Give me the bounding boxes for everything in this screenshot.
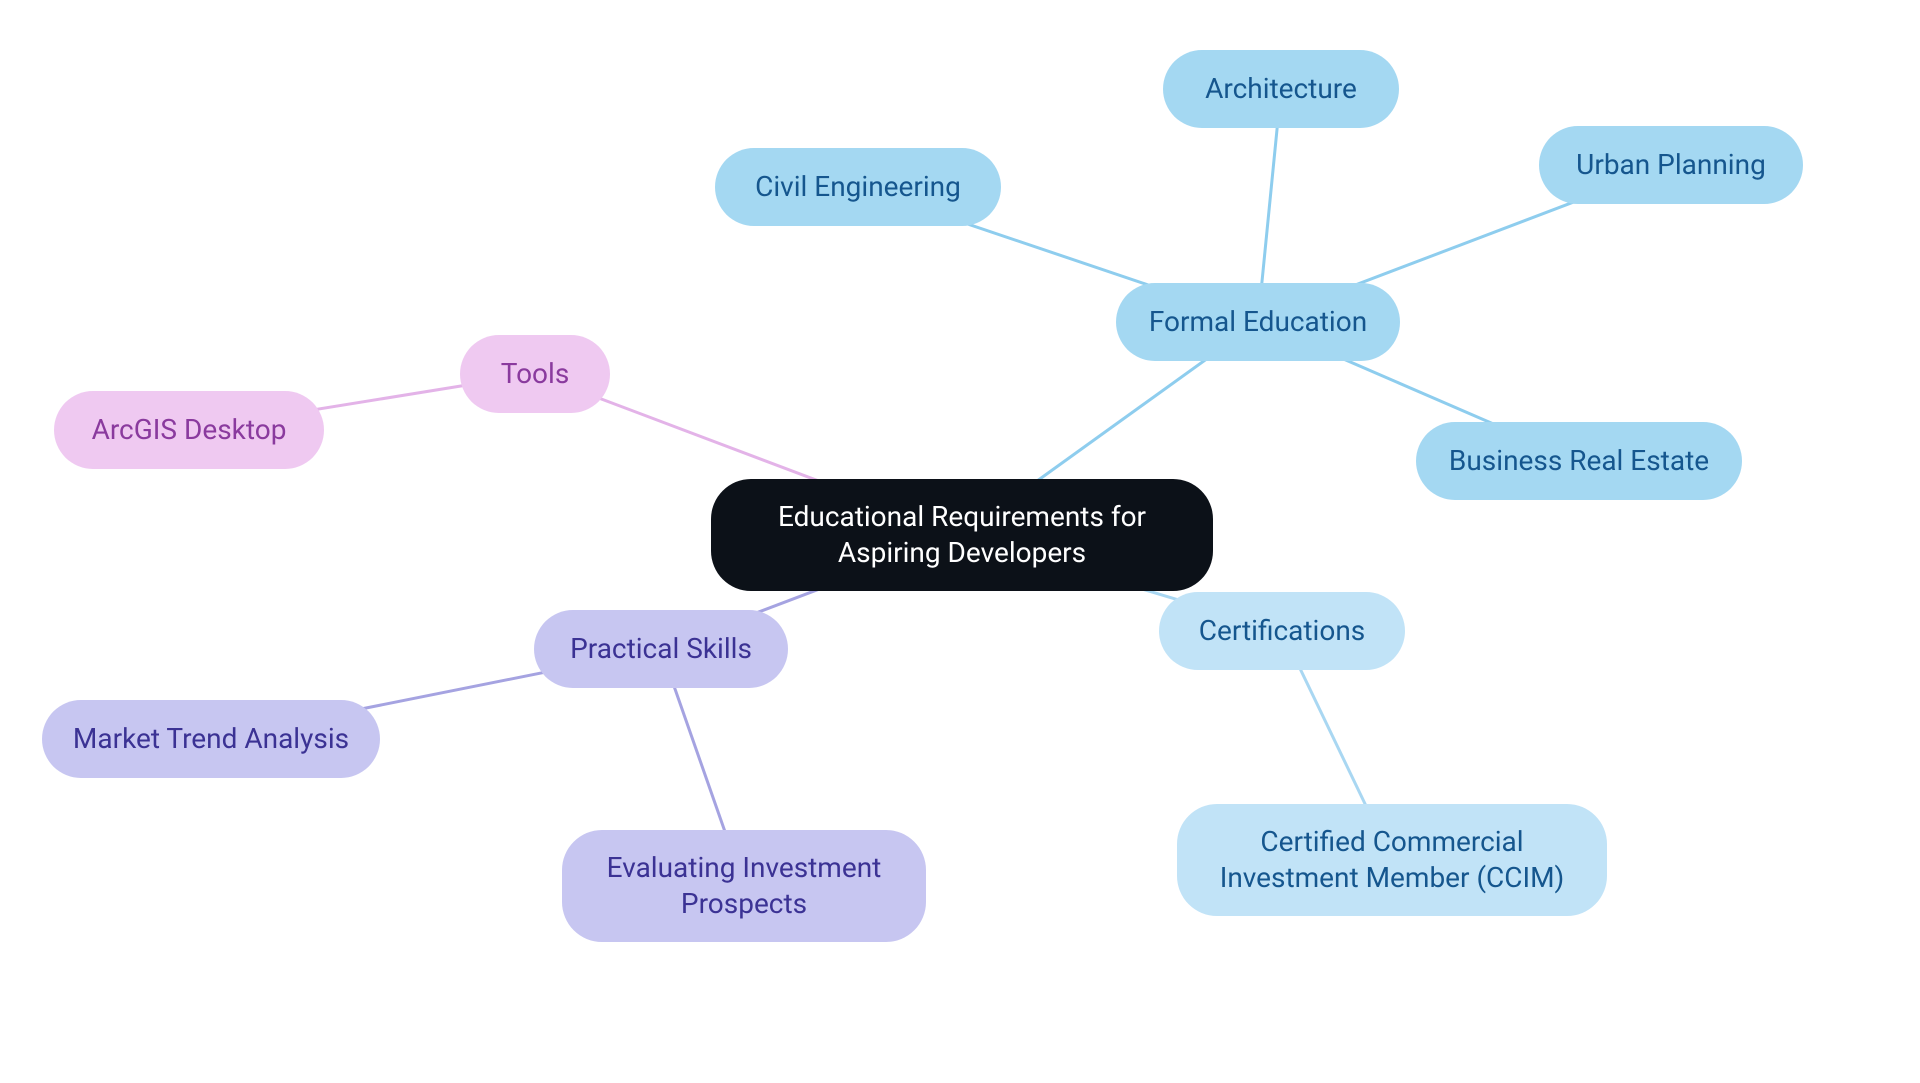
node-business-real-estate: Business Real Estate: [1416, 422, 1742, 500]
node-ccim: Certified Commercial Investment Member (…: [1177, 804, 1607, 916]
node-formal-education: Formal Education: [1116, 283, 1400, 361]
node-civil-engineering: Civil Engineering: [715, 148, 1001, 226]
node-architecture: Architecture: [1163, 50, 1399, 128]
node-root: Educational Requirements for Aspiring De…: [711, 479, 1213, 591]
mindmap-diagram: Educational Requirements for Aspiring De…: [0, 0, 1920, 1083]
node-tools: Tools: [460, 335, 610, 413]
node-urban-planning: Urban Planning: [1539, 126, 1803, 204]
node-certifications: Certifications: [1159, 592, 1405, 670]
node-arcgis-desktop: ArcGIS Desktop: [54, 391, 324, 469]
node-market-trend-analysis: Market Trend Analysis: [42, 700, 380, 778]
node-practical-skills: Practical Skills: [534, 610, 788, 688]
node-evaluating-investment: Evaluating Investment Prospects: [562, 830, 926, 942]
